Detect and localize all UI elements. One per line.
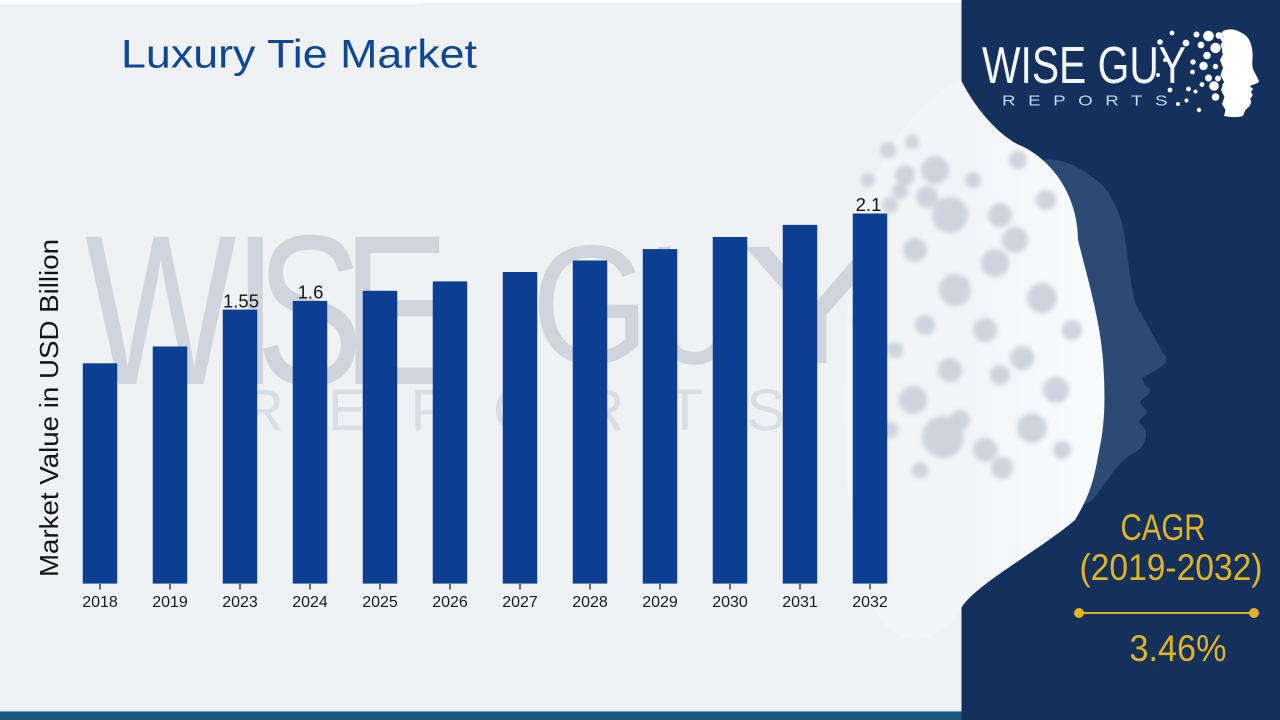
svg-text:2024: 2024 [292,594,328,611]
svg-text:1.55: 1.55 [223,290,259,311]
svg-text:3.46%: 3.46% [1130,628,1227,669]
svg-text:2.1: 2.1 [856,194,882,215]
svg-text:2028: 2028 [572,594,608,611]
svg-text:(2019-2032): (2019-2032) [1080,547,1263,588]
svg-text:2029: 2029 [642,594,678,611]
svg-text:REPORTS: REPORTS [1002,93,1180,110]
svg-text:2026: 2026 [432,594,468,611]
svg-text:2019: 2019 [152,594,188,611]
svg-text:2030: 2030 [712,594,748,611]
svg-text:2027: 2027 [502,594,538,611]
svg-text:2031: 2031 [782,594,818,611]
svg-text:2023: 2023 [222,594,258,611]
svg-text:2025: 2025 [362,594,398,611]
svg-text:1.6: 1.6 [298,282,324,303]
svg-text:CAGR: CAGR [1121,507,1206,548]
svg-text:Luxury Tie Market: Luxury Tie Market [121,33,477,77]
svg-text:Market Value in USD Billion: Market Value in USD Billion [34,239,64,577]
svg-text:2018: 2018 [82,594,118,611]
svg-text:2032: 2032 [852,594,888,611]
svg-text:WISE GUY: WISE GUY [982,37,1186,95]
